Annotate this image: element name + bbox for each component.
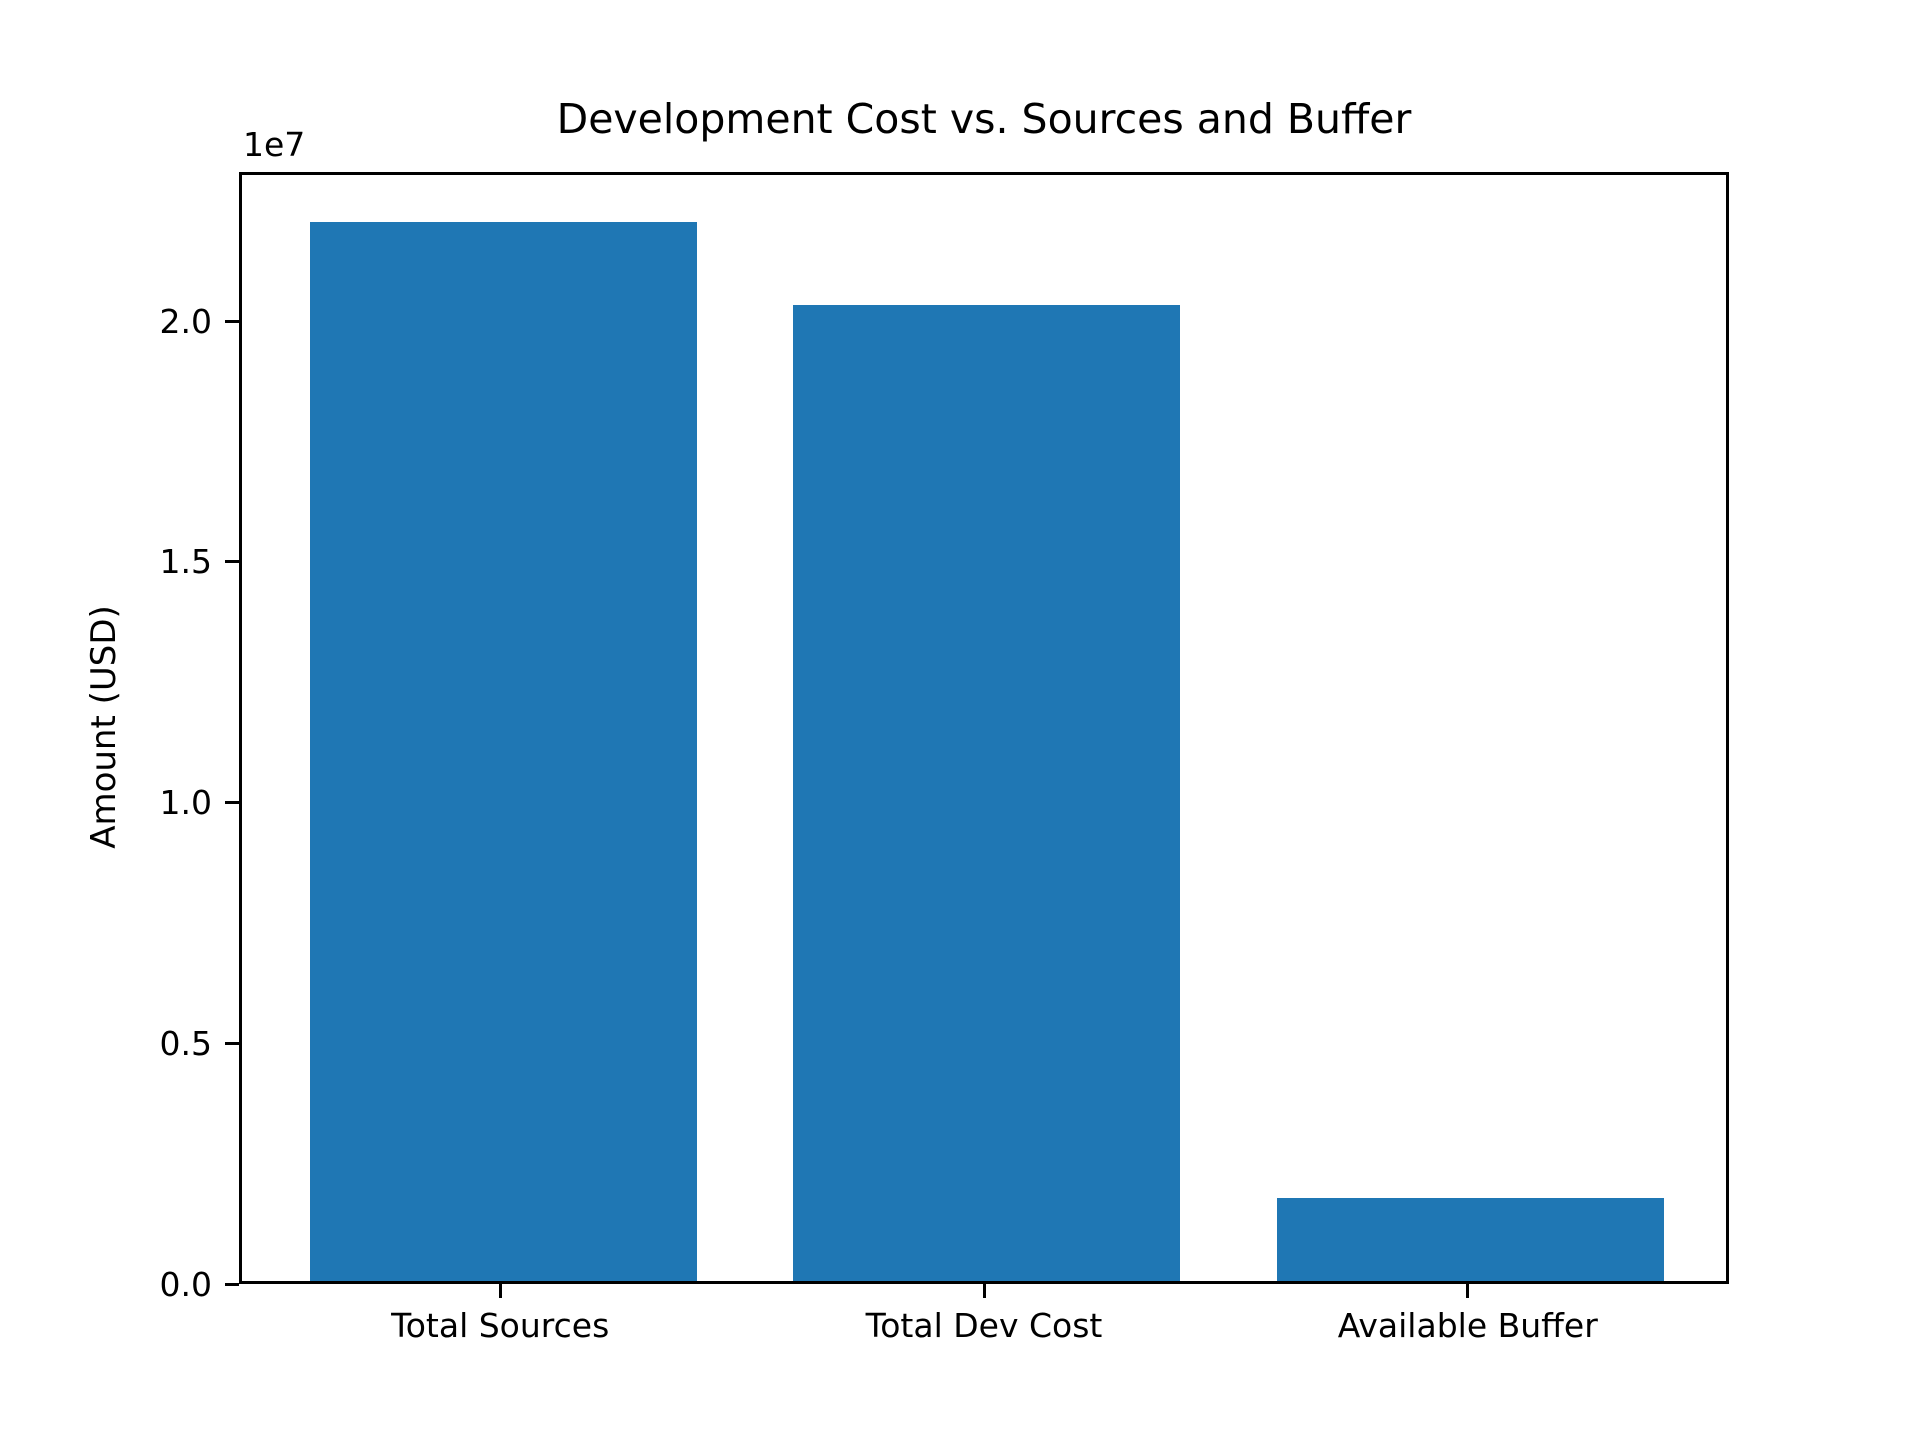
y-tick-mark <box>225 1282 239 1286</box>
bars-layer <box>242 175 1726 1281</box>
bar-total-sources <box>309 221 697 1281</box>
x-tick-mark <box>498 1284 502 1298</box>
x-tick-mark <box>982 1284 986 1298</box>
chart-title: Development Cost vs. Sources and Buffer <box>556 95 1412 143</box>
y-tick-label: 0.0 <box>159 1264 212 1304</box>
plot-area <box>239 172 1729 1284</box>
y-tick-mark <box>225 801 239 805</box>
y-tick-label: 1.5 <box>159 542 212 582</box>
x-tick-label: Total Dev Cost <box>865 1306 1103 1345</box>
y-tick-label: 0.5 <box>159 1023 212 1063</box>
x-tick-label: Available Buffer <box>1337 1306 1598 1345</box>
bar-available-buffer <box>1277 1197 1665 1281</box>
y-tick-label: 2.0 <box>159 301 212 341</box>
bar-total-dev-cost <box>793 305 1181 1281</box>
x-tick-mark <box>1466 1284 1470 1298</box>
y-tick-label: 1.0 <box>159 783 212 823</box>
x-tick-label: Total Sources <box>391 1306 610 1345</box>
y-tick-mark <box>225 1041 239 1045</box>
y-axis-offset-label: 1e7 <box>243 125 306 164</box>
y-tick-mark <box>225 560 239 564</box>
y-tick-mark <box>225 319 239 323</box>
